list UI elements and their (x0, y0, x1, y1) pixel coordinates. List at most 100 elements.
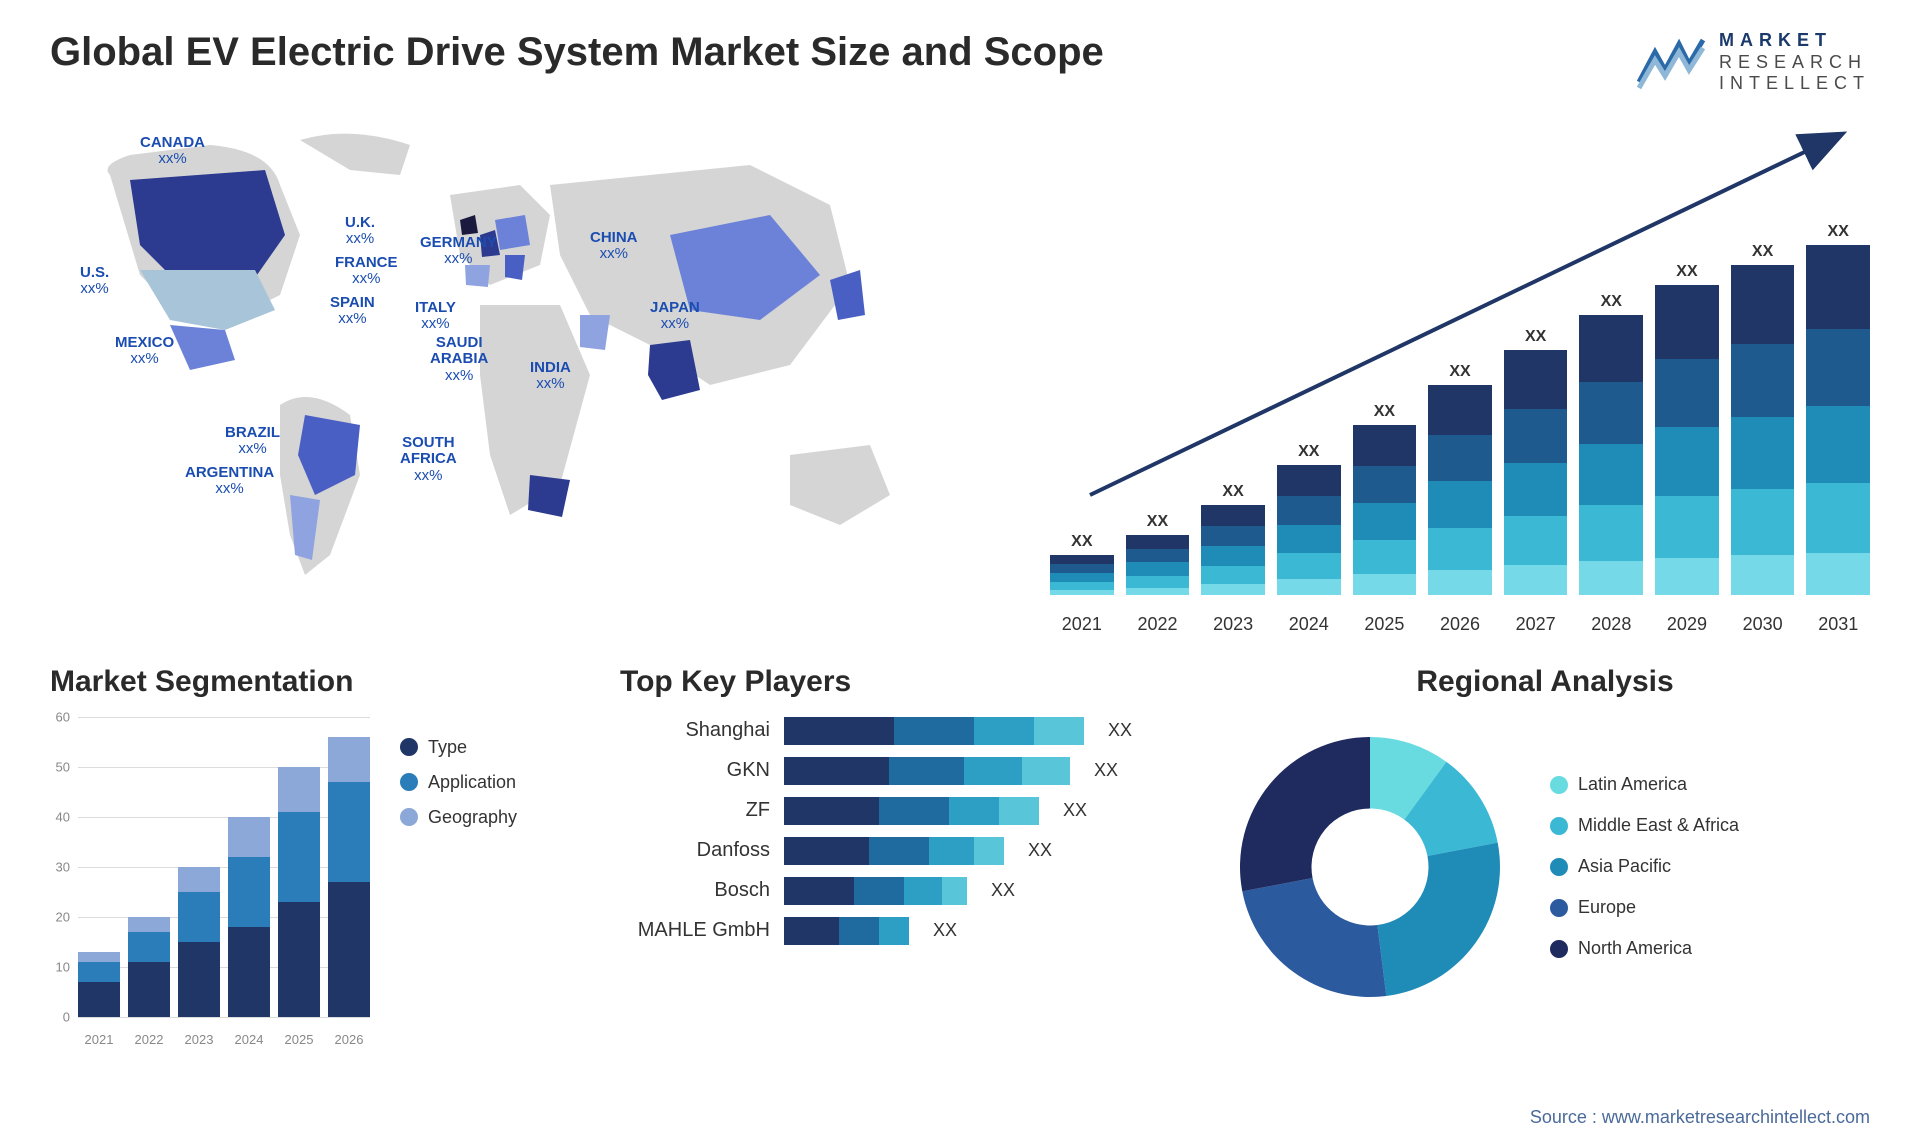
player-bar (784, 917, 909, 945)
growth-bar-seg (1050, 582, 1114, 590)
seg-ytick: 40 (56, 809, 70, 824)
seg-bar-seg (128, 932, 170, 962)
seg-bar-seg (278, 902, 320, 1017)
logo-line3: INTELLECT (1719, 73, 1870, 95)
growth-bar-seg (1806, 329, 1870, 406)
seg-ytick: 50 (56, 759, 70, 774)
growth-bar-seg (1201, 566, 1265, 584)
map-label-brazil: BRAZILxx% (225, 425, 280, 458)
map-label-germany: GERMANYxx% (420, 235, 497, 268)
world-map (50, 115, 970, 615)
growth-bar-label: XX (1752, 243, 1773, 261)
seg-year-label: 2023 (178, 1032, 220, 1047)
growth-bar-seg (1504, 350, 1568, 409)
regional-legend-item: Middle East & Africa (1550, 815, 1739, 836)
source-text: Source : www.marketresearchintellect.com (1530, 1107, 1870, 1128)
growth-bar-seg (1353, 503, 1417, 540)
growth-bar-seg (1579, 444, 1643, 506)
growth-bar-seg (1731, 489, 1795, 555)
growth-bar-seg (1655, 359, 1719, 427)
growth-bar-seg (1806, 553, 1870, 595)
growth-bar-seg (1806, 483, 1870, 553)
seg-bar-seg (78, 952, 120, 962)
growth-year-label: 2021 (1050, 614, 1114, 635)
growth-bar-seg (1806, 406, 1870, 483)
growth-bar-seg (1050, 573, 1114, 582)
seg-bar-seg (78, 962, 120, 982)
seg-legend-item: Application (400, 772, 517, 793)
growth-bar-label: XX (1828, 223, 1849, 241)
seg-ytick: 20 (56, 909, 70, 924)
seg-bar-seg (128, 962, 170, 1017)
map-label-mexico: MEXICOxx% (115, 335, 174, 368)
growth-bar-seg (1731, 555, 1795, 595)
player-value: XX (1094, 760, 1118, 781)
growth-bar-seg (1277, 525, 1341, 554)
map-label-japan: JAPANxx% (650, 300, 700, 333)
map-label-us: U.S.xx% (80, 265, 109, 298)
growth-bar-label: XX (1525, 328, 1546, 346)
logo-icon (1637, 32, 1707, 92)
regional-panel: Regional Analysis Latin AmericaMiddle Ea… (1220, 665, 1870, 1105)
seg-year-label: 2024 (228, 1032, 270, 1047)
logo-line1: MARKET (1719, 30, 1870, 52)
seg-year-label: 2022 (128, 1032, 170, 1047)
growth-year-label: 2027 (1504, 614, 1568, 635)
seg-bar-seg (278, 812, 320, 902)
growth-year-label: 2024 (1277, 614, 1341, 635)
growth-bar-seg (1126, 562, 1190, 575)
growth-bar-seg (1428, 570, 1492, 595)
growth-bar-seg (1731, 417, 1795, 490)
player-bar (784, 797, 1039, 825)
growth-bar-label: XX (1071, 533, 1092, 551)
growth-bar-seg (1504, 463, 1568, 517)
growth-bar-seg (1277, 553, 1341, 579)
growth-bar-seg (1655, 558, 1719, 595)
donut-slice (1240, 737, 1370, 891)
growth-bar-label: XX (1222, 483, 1243, 501)
player-name: Bosch (620, 879, 770, 902)
growth-bar-seg (1126, 588, 1190, 595)
player-row: MAHLE GmbHXX (620, 917, 1170, 945)
seg-bar-seg (228, 927, 270, 1017)
growth-bar-seg (1353, 574, 1417, 594)
player-name: ZF (620, 799, 770, 822)
growth-bar-seg (1428, 435, 1492, 481)
segmentation-legend: Type Application Geography (400, 737, 517, 1047)
growth-bar-seg (1353, 466, 1417, 503)
growth-bar-label: XX (1374, 403, 1395, 421)
growth-bar-seg (1050, 590, 1114, 595)
seg-legend-item: Geography (400, 807, 517, 828)
growth-bar-seg (1579, 382, 1643, 444)
seg-year-label: 2021 (78, 1032, 120, 1047)
growth-bar-seg (1428, 528, 1492, 570)
map-label-france: FRANCExx% (335, 255, 398, 288)
map-label-china: CHINAxx% (590, 230, 638, 263)
world-map-panel: CANADAxx%U.S.xx%MEXICOxx%BRAZILxx%ARGENT… (50, 115, 1010, 635)
growth-bar-seg (1126, 576, 1190, 588)
seg-ytick: 60 (56, 709, 70, 724)
growth-bar-label: XX (1147, 513, 1168, 531)
player-bar (784, 877, 967, 905)
growth-bar-seg (1579, 315, 1643, 382)
seg-bar-seg (328, 737, 370, 782)
player-name: MAHLE GmbH (620, 919, 770, 942)
growth-year-label: 2023 (1201, 614, 1265, 635)
growth-bar-label: XX (1449, 363, 1470, 381)
donut-slice (1377, 842, 1500, 995)
growth-bar-label: XX (1601, 293, 1622, 311)
regional-legend: Latin AmericaMiddle East & AfricaAsia Pa… (1550, 774, 1739, 959)
player-row: GKNXX (620, 757, 1170, 785)
growth-year-label: 2022 (1126, 614, 1190, 635)
seg-bar-seg (78, 982, 120, 1017)
player-row: ZFXX (620, 797, 1170, 825)
regional-legend-item: Latin America (1550, 774, 1739, 795)
growth-bar-seg (1277, 579, 1341, 595)
growth-bar-seg (1731, 344, 1795, 417)
seg-bar-seg (128, 917, 170, 932)
seg-ytick: 0 (63, 1009, 70, 1024)
seg-legend-item: Type (400, 737, 517, 758)
growth-bar-label: XX (1676, 263, 1697, 281)
players-panel: Top Key Players ShanghaiXXGKNXXZFXXDanfo… (620, 665, 1170, 1105)
regional-legend-item: Europe (1550, 897, 1739, 918)
